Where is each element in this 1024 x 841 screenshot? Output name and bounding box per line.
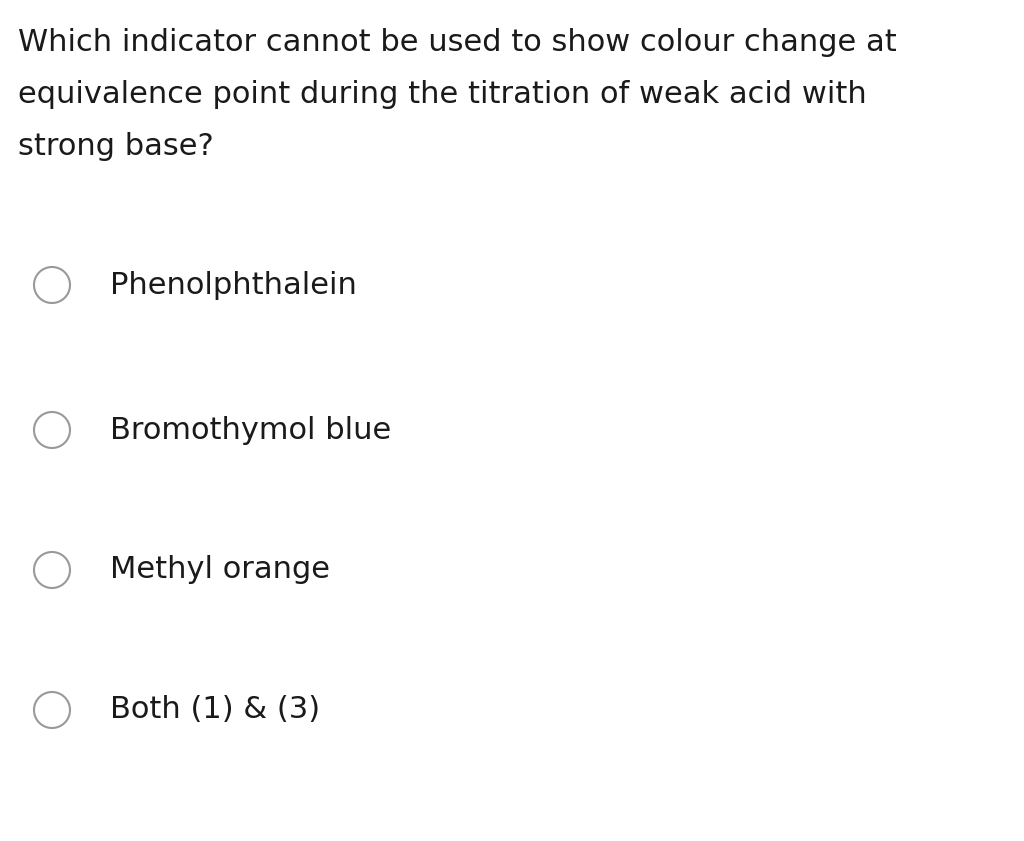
Text: strong base?: strong base?	[18, 132, 214, 161]
Text: equivalence point during the titration of weak acid with: equivalence point during the titration o…	[18, 80, 866, 109]
Text: Both (1) & (3): Both (1) & (3)	[110, 696, 321, 724]
Text: Methyl orange: Methyl orange	[110, 556, 330, 584]
Text: Bromothymol blue: Bromothymol blue	[110, 415, 391, 445]
Text: Which indicator cannot be used to show colour change at: Which indicator cannot be used to show c…	[18, 28, 897, 57]
Text: Phenolphthalein: Phenolphthalein	[110, 271, 357, 299]
